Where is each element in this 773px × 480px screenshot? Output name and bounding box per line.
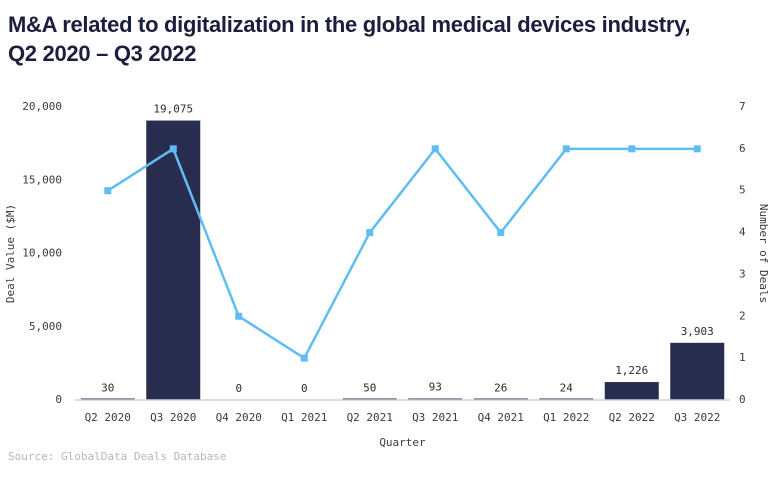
x-tick-label: Q1 2022 bbox=[543, 411, 589, 424]
left-axis-title: Deal Value ($M) bbox=[4, 204, 17, 303]
bar-value-label: 30 bbox=[101, 382, 114, 395]
deals-line bbox=[107, 147, 698, 360]
bar-value-label: 3,903 bbox=[681, 325, 714, 338]
line-marker-q1-2021 bbox=[300, 354, 308, 362]
y-tick-left: 10,000 bbox=[22, 247, 62, 260]
y-tick-left: 5,000 bbox=[29, 320, 62, 333]
right-axis-title: Number of Deals bbox=[757, 204, 770, 303]
bar-value-label: 0 bbox=[235, 382, 242, 395]
bar-value-label: 0 bbox=[301, 382, 308, 395]
x-axis-title: Quarter bbox=[379, 436, 426, 449]
y-tick-right: 5 bbox=[739, 184, 746, 197]
x-tick-label: Q4 2020 bbox=[216, 411, 262, 424]
x-tick-label: Q1 2021 bbox=[281, 411, 327, 424]
line-marker-q2-2020 bbox=[104, 187, 112, 195]
line-marker-q2-2021 bbox=[366, 229, 374, 237]
x-tick-label: Q2 2022 bbox=[609, 411, 655, 424]
x-tick-label: Q3 2021 bbox=[412, 411, 458, 424]
bar-value-label: 24 bbox=[560, 382, 574, 395]
x-tick-label: Q3 2020 bbox=[150, 411, 196, 424]
x-tick-label: Q2 2021 bbox=[347, 411, 393, 424]
source-note: Source: GlobalData Deals Database bbox=[8, 450, 227, 463]
y-tick-right: 7 bbox=[739, 100, 746, 113]
y-tick-left: 20,000 bbox=[22, 100, 62, 113]
chart-title: M&A related to digitalization in the glo… bbox=[8, 12, 691, 67]
y-tick-right: 6 bbox=[739, 142, 746, 155]
line-marker-q3-2020 bbox=[169, 145, 177, 153]
bar-q2-2022 bbox=[604, 382, 659, 400]
bar-q3-2022 bbox=[670, 342, 725, 400]
y-tick-right: 0 bbox=[739, 393, 746, 406]
y-tick-right: 1 bbox=[739, 351, 746, 364]
bar-value-label: 93 bbox=[429, 381, 442, 394]
y-tick-left: 0 bbox=[55, 393, 62, 406]
bar-value-label: 50 bbox=[363, 381, 376, 394]
y-tick-right: 2 bbox=[739, 309, 746, 322]
bar-q3-2020 bbox=[146, 120, 201, 401]
line-marker-q3-2021 bbox=[431, 145, 439, 153]
line-marker-q3-2022 bbox=[693, 145, 701, 153]
y-tick-left: 15,000 bbox=[22, 173, 62, 186]
y-tick-right: 4 bbox=[739, 226, 746, 239]
x-tick-label: Q2 2020 bbox=[85, 411, 131, 424]
line-marker-q4-2021 bbox=[497, 229, 505, 237]
y-tick-right: 3 bbox=[739, 267, 746, 280]
bar-value-label: 19,075 bbox=[153, 103, 193, 116]
line-marker-q4-2020 bbox=[235, 312, 243, 320]
line-marker-q2-2022 bbox=[628, 145, 636, 153]
line-marker-q1-2022 bbox=[562, 145, 570, 153]
bar-value-label: 26 bbox=[494, 382, 507, 395]
bar-value-label: 1,226 bbox=[615, 364, 648, 377]
x-tick-label: Q4 2021 bbox=[478, 411, 524, 424]
x-tick-label: Q3 2022 bbox=[674, 411, 720, 424]
